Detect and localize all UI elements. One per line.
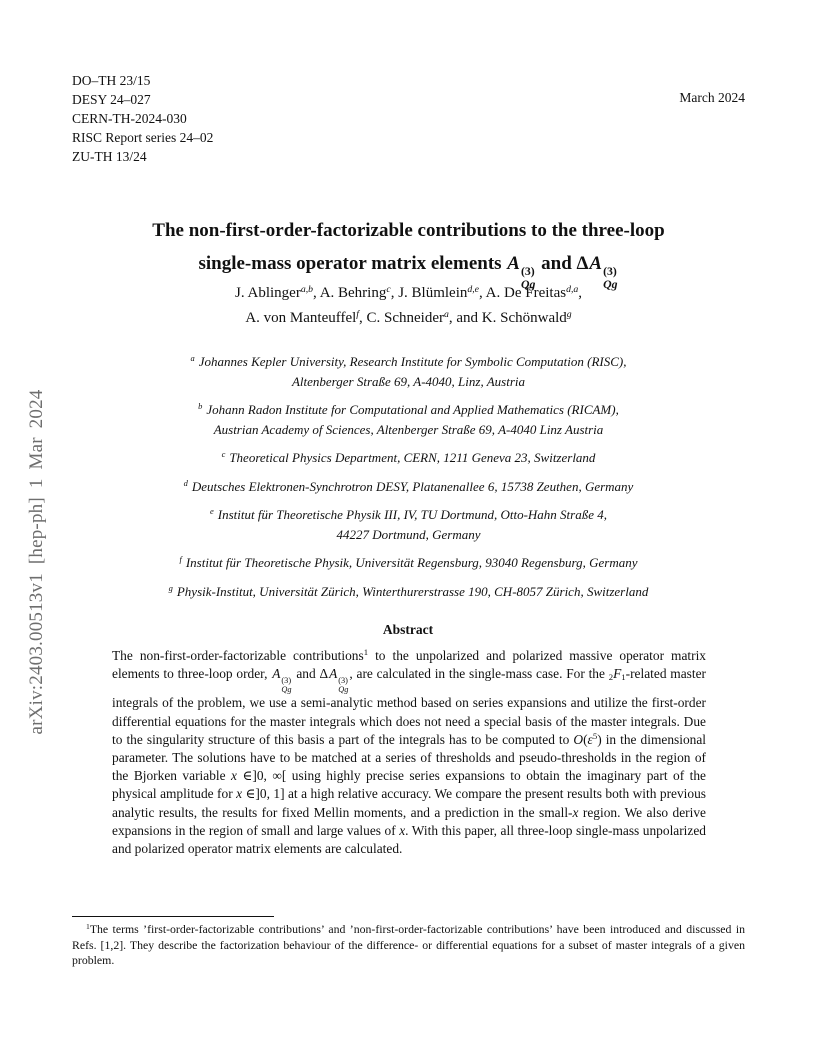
authors-line-2: A. von Manteuffelf, C. Schneidera, and K… (245, 308, 572, 326)
affiliation-marker: g (168, 582, 173, 593)
abstract-heading: Abstract (382, 622, 434, 637)
report-number-line: DO–TH 23/15 (72, 73, 151, 88)
affiliation-f: f Institut für Theoretische Physik, Unive… (60, 553, 757, 573)
affiliation-b: b Johann Radon Institute for Computationa… (60, 400, 757, 439)
authors-line-1: J. Ablingera,b, A. Behringc, J. Blümlein… (234, 283, 583, 301)
affiliation-d: d Deutsches Elektronen-Synchrotron DESY, … (60, 477, 757, 497)
affiliation-marker: f (179, 554, 182, 565)
report-number-line: RISC Report series 24–02 (72, 130, 214, 145)
author-list: J. Ablingera,b, A. Behringc, J. Blümlein… (72, 281, 745, 331)
affiliation-line: f Institut für Theoretische Physik, Unive… (179, 554, 638, 570)
affiliation-line: 44227 Dortmund, Germany (336, 526, 481, 542)
affiliation-marker: a (190, 353, 195, 364)
affiliation-marker: d (183, 477, 188, 488)
affiliation-line: Altenberger Straße 69, A-4040, Linz, Aus… (291, 373, 526, 389)
affiliation-a: a Johannes Kepler University, Research In… (60, 352, 757, 391)
paper-title: The non-first-order-factorizable contrib… (60, 214, 757, 292)
affiliation-line: b Johann Radon Institute for Computationa… (198, 401, 619, 417)
affiliation-line: c Theoretical Physics Department, CERN, 1… (221, 449, 596, 465)
arxiv-watermark: arXiv:2403.00513v1 [hep-ph] 1 Mar 2024 (26, 389, 47, 735)
footnote-text: 1The terms ’first-order-factorizable con… (72, 921, 745, 967)
affiliation-marker: b (198, 401, 203, 412)
affiliation-marker: c (221, 449, 226, 460)
affiliation-g: g Physik-Institut, Universität Zürich, Wi… (60, 582, 757, 602)
paper-title-line-2: single-mass operator matrix elements A (3… (198, 252, 618, 292)
report-numbers: DO–TH 23/15 DESY 24–027 CERN-TH-2024-030… (72, 71, 213, 166)
paper-title-line-1: The non-first-order-factorizable contrib… (152, 219, 665, 241)
affiliation-c: c Theoretical Physics Department, CERN, 1… (60, 448, 757, 468)
report-number-line: ZU-TH 13/24 (72, 149, 147, 164)
affiliation-line: d Deutsches Elektronen-Synchrotron DESY, … (183, 477, 634, 494)
footnote: 1The terms ’first-order-factorizable con… (72, 916, 745, 969)
affiliation-line: Austrian Academy of Sciences, Altenberge… (213, 421, 604, 437)
affiliation-line: e Institut für Theoretische Physik III, I… (210, 506, 607, 522)
abstract-text: The non-first-order-factorizable contrib… (112, 647, 707, 856)
affiliation-line: g Physik-Institut, Universität Zürich, Wi… (168, 582, 649, 599)
affiliation-line: a Johannes Kepler University, Research In… (190, 353, 627, 369)
publication-date: March 2024 (679, 90, 745, 105)
affiliation-list: a Johannes Kepler University, Research In… (60, 352, 757, 610)
affiliation-e: e Institut für Theoretische Physik III, I… (60, 505, 757, 544)
report-number-line: DESY 24–027 (72, 92, 151, 107)
report-number-line: CERN-TH-2024-030 (72, 111, 187, 126)
footnote-rule (72, 916, 274, 917)
affiliation-marker: e (210, 506, 214, 517)
